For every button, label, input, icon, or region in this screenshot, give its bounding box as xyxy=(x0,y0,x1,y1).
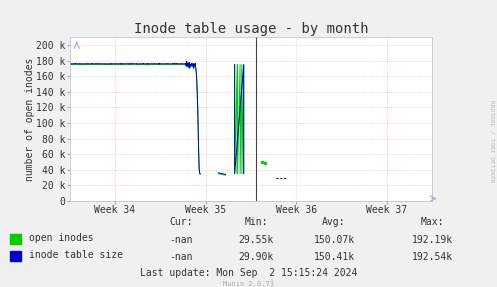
Text: -nan: -nan xyxy=(169,252,193,262)
Text: open inodes: open inodes xyxy=(29,233,93,243)
Text: 29.90k: 29.90k xyxy=(239,252,273,262)
Text: Last update: Mon Sep  2 15:15:24 2024: Last update: Mon Sep 2 15:15:24 2024 xyxy=(140,267,357,278)
Text: 192.54k: 192.54k xyxy=(412,252,453,262)
Text: -nan: -nan xyxy=(169,234,193,245)
Text: 192.19k: 192.19k xyxy=(412,234,453,245)
Text: Munin 2.0.73: Munin 2.0.73 xyxy=(223,281,274,286)
Text: inode table size: inode table size xyxy=(29,250,123,260)
Text: Cur:: Cur: xyxy=(169,217,193,227)
Text: Avg:: Avg: xyxy=(322,217,346,227)
Text: 150.41k: 150.41k xyxy=(314,252,354,262)
Text: 29.55k: 29.55k xyxy=(239,234,273,245)
Text: 150.07k: 150.07k xyxy=(314,234,354,245)
Text: RRDTOOL / TOBI OETIKER: RRDTOOL / TOBI OETIKER xyxy=(490,100,495,183)
Text: Max:: Max: xyxy=(420,217,444,227)
Text: Min:: Min: xyxy=(244,217,268,227)
Title: Inode table usage - by month: Inode table usage - by month xyxy=(134,22,368,36)
Y-axis label: number of open inodes: number of open inodes xyxy=(25,57,35,181)
